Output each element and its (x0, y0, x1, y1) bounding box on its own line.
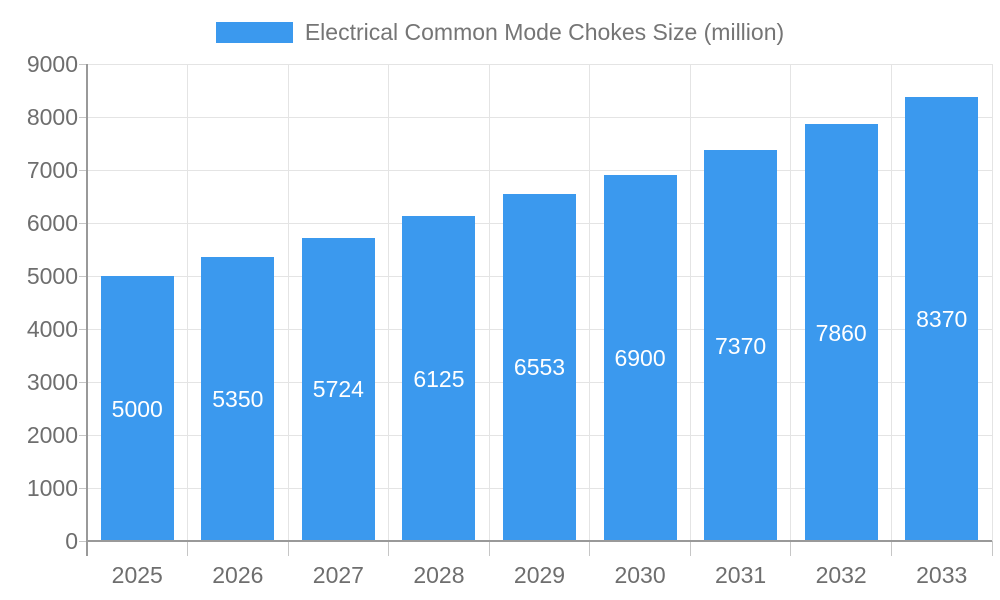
y-axis-tick-label: 8000 (26, 104, 78, 130)
y-axis-line (86, 64, 88, 556)
bar-value-label: 5350 (212, 386, 264, 413)
bar-2027[interactable] (301, 237, 375, 541)
bar-2029[interactable] (503, 193, 576, 541)
x-axis-tick (991, 541, 993, 556)
bar-2032[interactable] (804, 124, 878, 541)
y-axis-tick (79, 117, 86, 118)
y-axis-tick-label: 3000 (26, 369, 78, 395)
x-axis-tick (589, 541, 591, 556)
x-axis-tick (187, 541, 189, 556)
bar-2026[interactable] (201, 257, 275, 541)
y-axis-tick (79, 276, 86, 277)
gridline-vertical (589, 64, 591, 541)
x-axis-tick (488, 541, 490, 556)
gridline-horizontal (87, 63, 992, 65)
x-axis-tick-label: 2026 (212, 562, 264, 588)
bar-value-label: 7860 (815, 319, 867, 346)
y-axis-tick-label: 1000 (26, 475, 78, 501)
x-axis-tick-label: 2028 (413, 562, 465, 588)
bar-value-label: 7370 (715, 332, 767, 359)
y-axis-tick (79, 170, 86, 171)
y-axis-tick-label: 5000 (26, 263, 78, 289)
y-axis-tick-label: 9000 (26, 51, 78, 77)
gridline-vertical (689, 64, 691, 541)
bar-2031[interactable] (704, 150, 778, 541)
legend-label: Electrical Common Mode Chokes Size (mill… (304, 19, 785, 45)
bar-2025[interactable] (100, 276, 174, 541)
y-axis-tick-label: 2000 (26, 422, 78, 448)
gridline-horizontal (87, 169, 992, 171)
legend[interactable]: Electrical Common Mode Chokes Size (mill… (0, 14, 1000, 50)
y-axis-tick-label: 7000 (26, 157, 78, 183)
y-axis-tick-label: 4000 (26, 316, 78, 342)
x-axis-tick-label: 2029 (513, 562, 566, 588)
bar-2033[interactable] (905, 97, 979, 541)
bar-value-label: 6553 (513, 354, 566, 381)
bar-2028[interactable] (402, 216, 476, 541)
y-axis-tick-label: 0 (65, 528, 78, 554)
y-axis-tick (79, 329, 86, 330)
x-axis-line (86, 540, 992, 542)
y-axis-tick (79, 64, 86, 65)
x-axis-tick (689, 541, 691, 556)
x-axis-tick (890, 541, 892, 556)
x-axis-tick (790, 541, 792, 556)
x-axis-tick-label: 2032 (815, 562, 867, 588)
gridline-vertical (388, 64, 390, 541)
x-axis-tick (388, 541, 390, 556)
legend-swatch-icon (215, 21, 293, 43)
x-axis-tick-label: 2033 (916, 562, 968, 588)
x-axis-tick-label: 2030 (614, 562, 666, 588)
gridline-vertical (187, 64, 189, 541)
y-axis-tick (79, 488, 86, 489)
bar-value-label: 6125 (413, 365, 465, 392)
x-axis-tick (287, 541, 289, 556)
bar-value-label: 6900 (614, 345, 666, 372)
gridline-horizontal (87, 116, 992, 118)
bar-value-label: 5000 (111, 395, 163, 422)
gridline-vertical (991, 64, 993, 541)
y-axis-tick (79, 223, 86, 224)
x-axis-tick-label: 2031 (715, 562, 767, 588)
gridline-vertical (287, 64, 289, 541)
bar-value-label: 5724 (312, 376, 364, 403)
gridline-vertical (488, 64, 490, 541)
y-axis-tick (79, 541, 86, 542)
y-axis-tick-label: 6000 (26, 210, 78, 236)
x-axis-tick-label: 2025 (111, 562, 163, 588)
y-axis-tick (79, 435, 86, 436)
y-axis-tick (79, 382, 86, 383)
plot-area: 5000 5350 5724 6125 6553 6900 7370 7860 8370 (87, 63, 993, 541)
x-axis-tick-label: 2027 (312, 562, 364, 588)
gridline-vertical (790, 64, 792, 541)
bar-value-label: 8370 (916, 306, 968, 333)
bar-2030[interactable] (603, 175, 677, 541)
gridline-vertical (890, 64, 892, 541)
